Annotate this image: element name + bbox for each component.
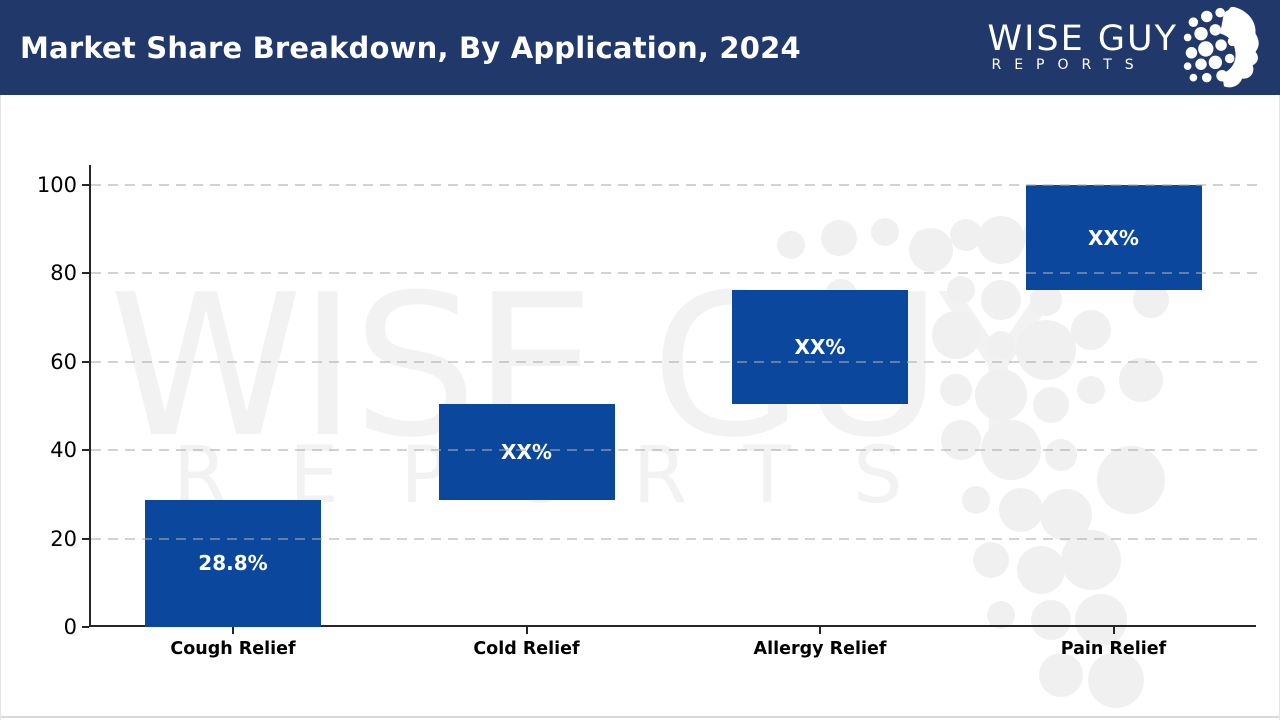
logo-head-icon [1183, 6, 1259, 87]
y-tick-label: 60 [50, 349, 77, 374]
y-tick-mark [82, 360, 89, 363]
header-bar: Market Share Breakdown, By Application, … [0, 0, 1280, 95]
gridline [91, 449, 1258, 452]
y-tick-mark [82, 626, 89, 628]
gridline [91, 537, 1258, 540]
x-tick-mark [1112, 627, 1115, 634]
x-category-label: Pain Relief [1060, 639, 1167, 659]
x-tick-mark [819, 627, 821, 634]
logo-subtitle: REPORTS [991, 57, 1147, 74]
y-tick-mark [82, 272, 89, 275]
chart-bar: XX% [1025, 184, 1202, 291]
chart-bar: XX% [732, 290, 908, 404]
y-tick-label: 40 [50, 438, 77, 463]
plot-area: 0 20 40 60 80 100 28.8% Cough Relief XX% Cold Rel… [37, 165, 1258, 659]
y-tick-mark [82, 449, 89, 452]
x-tick-mark [525, 627, 528, 634]
x-category-label: Cold Relief [473, 639, 580, 659]
gridline [91, 360, 1258, 363]
x-category-label: Allergy Relief [753, 639, 887, 659]
y-tick-mark [82, 183, 89, 186]
chart-title: Market Share Breakdown, By Application, … [20, 30, 801, 65]
y-tick-label: 20 [50, 526, 77, 551]
gridline [91, 183, 1258, 186]
x-tick-mark [232, 627, 234, 634]
y-tick-label: 0 [63, 615, 77, 639]
bottom-frame-line [1, 716, 1279, 718]
wise-guy-reports-logo: WISE GUY REPORTS [987, 5, 1266, 91]
logo-text: WISE GUY REPORTS [987, 21, 1178, 73]
chart-canvas: WISE GUY REPORTS 02040608010028.8%Cough … [0, 95, 1280, 720]
x-category-label: Cough Relief [170, 639, 296, 659]
chart-bar: XX% [438, 403, 615, 500]
bar-value-label: 28.8% [198, 551, 268, 576]
bar-value-label: XX% [794, 334, 846, 359]
logo-wordmark: WISE GUY [987, 19, 1178, 60]
gridline [91, 272, 1258, 275]
bar-value-label: XX% [501, 439, 552, 464]
bar-value-label: XX% [1088, 225, 1139, 250]
y-tick-label: 100 [36, 172, 77, 197]
y-tick-mark [82, 537, 89, 540]
y-tick-label: 80 [50, 261, 77, 286]
chart-bar: 28.8% [145, 499, 321, 627]
